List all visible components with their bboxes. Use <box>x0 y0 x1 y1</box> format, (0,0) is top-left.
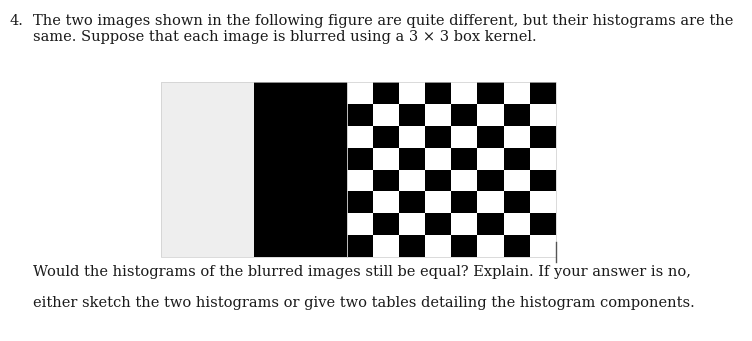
Bar <box>347 82 373 104</box>
Bar <box>425 126 451 148</box>
Bar <box>478 148 504 169</box>
Bar <box>373 169 399 191</box>
Bar <box>347 82 556 257</box>
Bar <box>451 169 478 191</box>
Text: Would the histograms of the blurred images still be equal? Explain. If your answ: Would the histograms of the blurred imag… <box>33 265 691 279</box>
Text: 4.: 4. <box>10 14 24 28</box>
Bar <box>478 104 504 126</box>
Bar <box>161 82 254 257</box>
Bar <box>399 191 425 213</box>
Bar <box>530 191 556 213</box>
Text: same. Suppose that each image is blurred using a 3 × 3 box kernel.: same. Suppose that each image is blurred… <box>33 30 537 44</box>
Bar <box>530 82 556 104</box>
Bar <box>373 82 399 104</box>
Bar <box>347 148 373 169</box>
Bar <box>504 169 530 191</box>
Bar <box>504 126 530 148</box>
Bar <box>451 104 478 126</box>
Bar <box>347 235 373 257</box>
Bar <box>451 82 478 104</box>
Bar <box>425 148 451 169</box>
Bar <box>399 213 425 235</box>
Bar <box>399 169 425 191</box>
Bar <box>530 104 556 126</box>
Bar <box>478 191 504 213</box>
Bar <box>504 82 530 104</box>
Bar <box>399 126 425 148</box>
Bar <box>451 235 478 257</box>
Bar <box>399 148 425 169</box>
Bar <box>478 82 504 104</box>
Bar <box>504 213 530 235</box>
Bar <box>478 235 504 257</box>
Bar <box>254 82 347 257</box>
Bar <box>161 82 347 257</box>
Bar <box>425 82 451 104</box>
Bar <box>373 104 399 126</box>
Bar <box>373 126 399 148</box>
Bar <box>451 148 478 169</box>
Bar <box>425 104 451 126</box>
Bar <box>347 126 373 148</box>
Bar <box>478 213 504 235</box>
Bar <box>399 104 425 126</box>
Bar <box>530 235 556 257</box>
Bar <box>347 213 373 235</box>
Bar <box>373 235 399 257</box>
Bar <box>530 213 556 235</box>
Bar <box>451 126 478 148</box>
Bar <box>399 235 425 257</box>
Bar <box>347 191 373 213</box>
Text: The two images shown in the following figure are quite different, but their hist: The two images shown in the following fi… <box>33 14 733 28</box>
Bar <box>451 191 478 213</box>
Bar <box>530 126 556 148</box>
Bar <box>504 235 530 257</box>
Bar <box>504 191 530 213</box>
Bar <box>504 148 530 169</box>
Bar <box>530 169 556 191</box>
Bar <box>504 104 530 126</box>
Bar <box>373 213 399 235</box>
Bar <box>425 191 451 213</box>
Bar <box>451 213 478 235</box>
Bar <box>425 213 451 235</box>
Bar <box>425 235 451 257</box>
Bar <box>399 82 425 104</box>
Bar <box>425 169 451 191</box>
Bar <box>347 104 373 126</box>
Bar <box>530 148 556 169</box>
Bar <box>347 169 373 191</box>
Bar <box>373 191 399 213</box>
Bar <box>478 169 504 191</box>
Bar <box>373 148 399 169</box>
Bar <box>478 126 504 148</box>
Text: either sketch the two histograms or give two tables detailing the histogram comp: either sketch the two histograms or give… <box>33 296 695 310</box>
